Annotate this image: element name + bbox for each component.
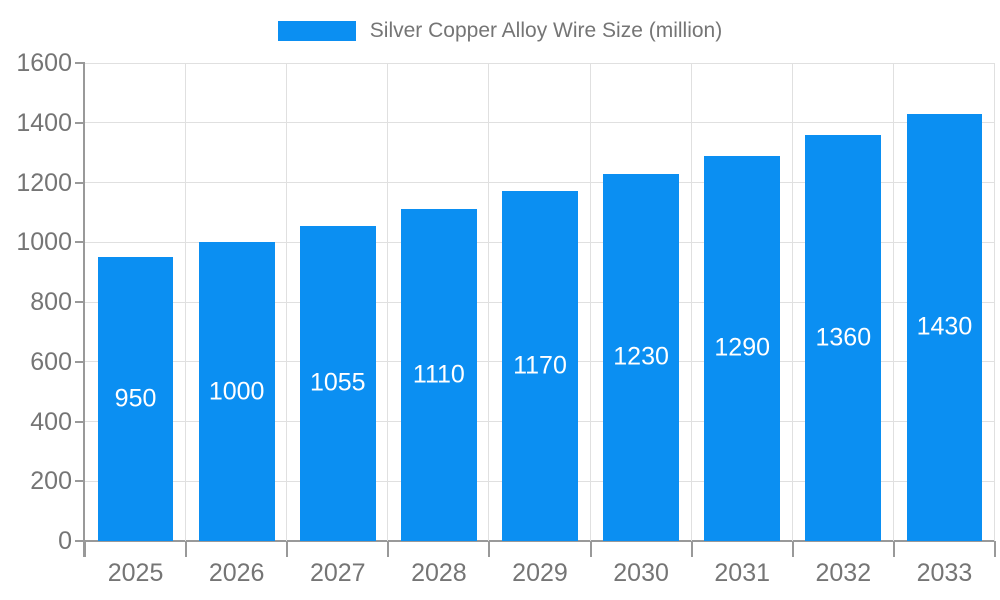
gridline-v <box>488 63 490 541</box>
bar-value-label: 1230 <box>613 342 669 371</box>
x-axis-label: 2033 <box>916 559 973 587</box>
x-axis-label: 2025 <box>107 559 164 587</box>
x-axis-label: 2031 <box>714 559 771 587</box>
y-axis-label: 1400 <box>16 108 72 137</box>
x-axis-tick <box>488 541 491 557</box>
bar[interactable]: 1430 <box>906 113 983 541</box>
gridline-h <box>85 62 995 64</box>
gridline-v <box>589 63 591 541</box>
y-axis-tick <box>75 62 85 64</box>
y-axis-tick <box>75 540 85 542</box>
gridline-v <box>387 63 389 541</box>
bar-value-label: 950 <box>114 384 157 413</box>
y-axis-tick <box>75 301 85 303</box>
x-axis-tick <box>185 541 188 557</box>
bar-value-label: 1170 <box>513 351 567 380</box>
bar[interactable]: 1230 <box>603 173 680 541</box>
bar-value-label: 1055 <box>309 368 366 397</box>
y-axis-label: 1000 <box>16 228 72 257</box>
x-axis-label: 2032 <box>815 559 872 587</box>
bar[interactable]: 1110 <box>400 209 477 541</box>
y-axis-tick <box>75 360 85 363</box>
x-axis-tick <box>791 541 794 557</box>
bar[interactable]: 1360 <box>805 134 882 541</box>
bar-value-label: 1430 <box>916 312 973 341</box>
y-axis-tick <box>75 181 85 184</box>
y-axis-line <box>83 63 85 557</box>
x-axis-tick <box>387 541 390 557</box>
x-axis-tick <box>892 541 895 557</box>
bar-value-label: 1290 <box>714 333 771 362</box>
y-axis-label: 800 <box>30 288 72 316</box>
x-axis-label: 2027 <box>309 559 366 587</box>
bar[interactable]: 1170 <box>502 191 578 541</box>
y-axis-label: 1200 <box>16 168 72 197</box>
x-axis-line <box>85 540 995 542</box>
gridline-h <box>85 182 995 183</box>
gridline-v <box>286 63 288 541</box>
x-axis-tick <box>589 541 592 557</box>
legend-swatch <box>277 21 356 41</box>
bar-value-label: 1110 <box>412 360 465 389</box>
gridline-v <box>994 63 995 541</box>
x-axis-label: 2030 <box>613 559 669 587</box>
x-axis-tick <box>690 541 693 557</box>
x-axis-label: 2029 <box>512 559 568 587</box>
x-axis-tick <box>994 541 996 557</box>
y-axis-tick <box>75 420 85 423</box>
x-axis-tick <box>286 541 289 557</box>
gridline-v <box>690 63 692 541</box>
legend-label: Silver Copper Alloy Wire Size (million) <box>369 19 723 42</box>
y-axis-label: 200 <box>30 467 72 496</box>
bar[interactable]: 1290 <box>704 155 781 541</box>
y-axis-label: 600 <box>30 347 72 376</box>
gridline-v <box>185 63 187 541</box>
bar[interactable]: 1055 <box>299 225 376 541</box>
y-axis-label: 400 <box>30 407 72 436</box>
plot-area: 0 200 400 600 800 1000 1200 1400 1600 2025 2026 202… <box>16 49 996 587</box>
gridline-h <box>85 122 995 124</box>
y-axis-tick <box>75 480 85 483</box>
y-axis-tick <box>75 121 85 124</box>
y-axis-label: 0 <box>58 527 72 555</box>
gridline-v <box>892 63 894 541</box>
gridline-v <box>791 63 793 541</box>
bar-value-label: 1360 <box>815 323 872 352</box>
bar[interactable]: 950 <box>97 257 174 541</box>
bar[interactable]: 1000 <box>198 242 275 541</box>
x-axis-label: 2026 <box>208 559 265 587</box>
y-axis-label: 1600 <box>16 49 72 77</box>
x-axis-tick <box>84 541 86 557</box>
bar-value-label: 1000 <box>208 377 265 406</box>
legend[interactable]: Silver Copper Alloy Wire Size (million) <box>0 19 1000 43</box>
y-axis-tick <box>75 241 85 244</box>
x-axis-label: 2028 <box>411 559 467 587</box>
